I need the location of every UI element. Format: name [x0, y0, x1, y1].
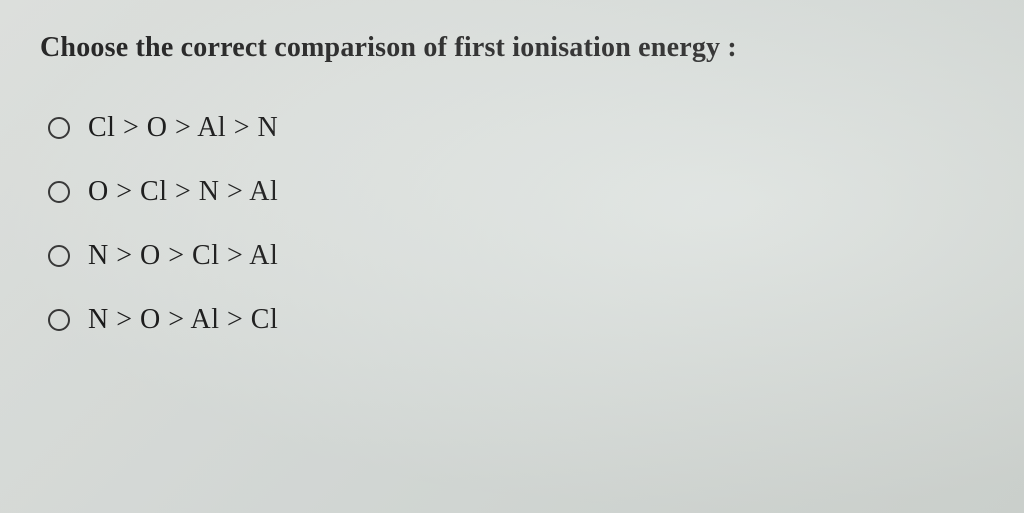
option-0[interactable]: Cl > O > Al > N: [48, 112, 984, 144]
radio-icon: [48, 181, 70, 203]
option-1[interactable]: O > Cl > N > Al: [48, 176, 984, 208]
option-label: O > Cl > N > Al: [88, 176, 278, 208]
option-2[interactable]: N > O > Cl > Al: [48, 240, 984, 272]
option-3[interactable]: N > O > Al > Cl: [48, 304, 984, 336]
radio-icon: [48, 117, 70, 139]
radio-icon: [48, 309, 70, 331]
option-label: N > O > Cl > Al: [88, 240, 278, 272]
question-stem: Choose the correct comparison of first i…: [40, 32, 984, 64]
radio-icon: [48, 245, 70, 267]
option-label: Cl > O > Al > N: [88, 112, 278, 144]
option-label: N > O > Al > Cl: [88, 304, 278, 336]
options-group: Cl > O > Al > N O > Cl > N > Al N > O > …: [40, 112, 984, 336]
